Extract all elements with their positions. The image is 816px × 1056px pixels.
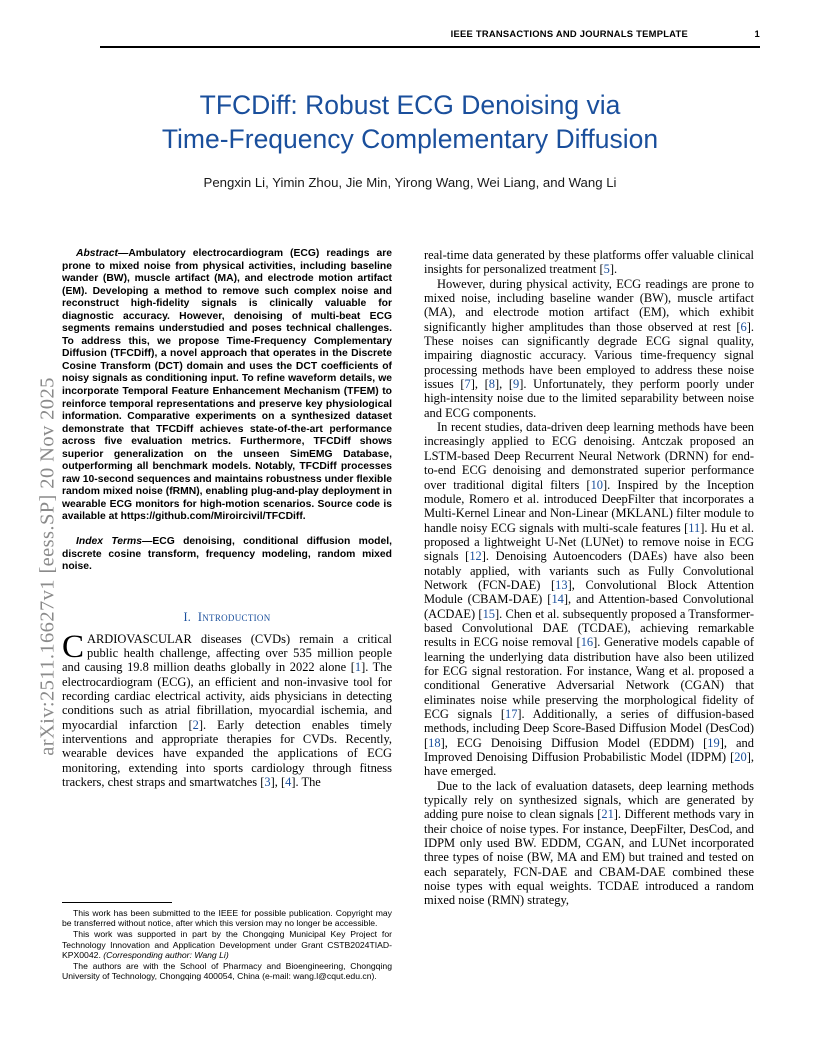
citation-13[interactable]: 13 bbox=[555, 577, 568, 592]
citation-12[interactable]: 12 bbox=[469, 549, 482, 564]
citation-15[interactable]: 15 bbox=[482, 606, 495, 621]
rp3-f: ], and Attention-based Convolutional (AC… bbox=[424, 592, 755, 621]
footnote-affiliation: The authors are with the School of Pharm… bbox=[62, 961, 392, 982]
citation-11[interactable]: 11 bbox=[688, 520, 701, 535]
header-rule bbox=[100, 46, 760, 48]
drop-cap: C bbox=[62, 628, 85, 665]
column-right: real-time data generated by these platfo… bbox=[424, 248, 754, 908]
arxiv-stamp: arXiv:2511.16627v1 [eess.SP] 20 Nov 2025 bbox=[36, 377, 59, 756]
page-number: 1 bbox=[754, 28, 760, 39]
running-head: IEEE TRANSACTIONS AND JOURNALS TEMPLATE … bbox=[100, 28, 760, 44]
intro-text-b: ]. The electrocardiogram (ECG), an effic… bbox=[62, 660, 393, 732]
footnote-funding-text: This work was supported in part by the C… bbox=[62, 929, 392, 961]
column-left: Abstract—Ambulatory electrocardiogram (E… bbox=[62, 248, 392, 789]
footnote-rule bbox=[62, 902, 172, 903]
rp2-c: ], [ bbox=[470, 377, 489, 392]
citation-4[interactable]: 4 bbox=[285, 775, 292, 790]
rp3-j: ], ECG Denoising Diffusion Model (EDDM) … bbox=[440, 735, 708, 750]
footnote-block: This work has been submitted to the IEEE… bbox=[62, 902, 392, 982]
rp4-a: Due to the lack of evaluation datasets, … bbox=[424, 778, 754, 822]
rp3-h: ]. Generative models capable of learning… bbox=[424, 635, 754, 721]
citation-1[interactable]: 1 bbox=[354, 660, 362, 675]
citation-5[interactable]: 5 bbox=[603, 262, 610, 277]
rp4-b: ]. Different methods vary in their choic… bbox=[424, 807, 754, 908]
abstract-lead: Abstract— bbox=[76, 248, 129, 259]
citation-10[interactable]: 10 bbox=[590, 477, 603, 492]
author-list: Pengxin Li, Yimin Zhou, Jie Min, Yirong … bbox=[203, 175, 617, 190]
section-name: Introduction bbox=[197, 609, 271, 624]
rp3-b: ]. Inspired by the Inception module, Rom… bbox=[424, 477, 755, 535]
citation-3[interactable]: 3 bbox=[264, 775, 271, 790]
title-line-1: TFCDiff: Robust ECG Denoising via bbox=[199, 90, 621, 120]
running-head-title: IEEE TRANSACTIONS AND JOURNALS TEMPLATE bbox=[450, 28, 688, 39]
rp3-a: In recent studies, data-driven deep lear… bbox=[424, 420, 754, 492]
rp1-b: ]. bbox=[609, 262, 618, 277]
citation-19[interactable]: 19 bbox=[707, 735, 720, 750]
citation-7[interactable]: 7 bbox=[464, 377, 471, 392]
rp2-d: ], [ bbox=[494, 377, 513, 392]
rp2-b: ]. These noises can significantly degrad… bbox=[424, 319, 754, 392]
rp2-e: ]. Unfortunately, they perform poorly un… bbox=[424, 377, 754, 420]
footnote-submission: This work has been submitted to the IEEE… bbox=[62, 908, 392, 929]
right-paragraph-3: In recent studies, data-driven deep lear… bbox=[424, 420, 754, 779]
citation-2[interactable]: 2 bbox=[192, 717, 199, 732]
footnote-funding: This work was supported in part by the C… bbox=[62, 929, 392, 960]
rp3-g: ]. Chen et al. subsequently proposed a T… bbox=[424, 606, 755, 650]
rp3-l: ], have emerged. bbox=[424, 750, 754, 779]
citation-18[interactable]: 18 bbox=[428, 735, 441, 750]
index-terms-text: ECG denoising, conditional diffusion mod… bbox=[62, 536, 392, 573]
page-title: TFCDiff: Robust ECG Denoising via Time-F… bbox=[70, 88, 750, 156]
rp3-c: ]. Hu et al. proposed a lightweight U-Ne… bbox=[424, 520, 754, 564]
title-line-2: Time-Frequency Complementary Diffusion bbox=[161, 124, 659, 154]
citation-6[interactable]: 6 bbox=[740, 319, 747, 334]
rp1-a: real-time data generated by these platfo… bbox=[424, 248, 754, 277]
abstract: Abstract—Ambulatory electrocardiogram (E… bbox=[62, 248, 392, 524]
index-terms-lead: Index Terms— bbox=[76, 536, 153, 548]
citation-14[interactable]: 14 bbox=[551, 592, 564, 607]
rp2-a: However, during physical activity, ECG r… bbox=[424, 276, 754, 334]
rp3-k: ], and Improved Denoising Diffusion Prob… bbox=[424, 735, 754, 765]
citation-16[interactable]: 16 bbox=[580, 635, 594, 650]
section-heading-introduction: I. Introduction bbox=[62, 610, 392, 625]
citation-8[interactable]: 8 bbox=[488, 377, 495, 392]
citation-17[interactable]: 17 bbox=[504, 707, 518, 721]
right-paragraph-2: However, during physical activity, ECG r… bbox=[424, 277, 754, 420]
citation-9[interactable]: 9 bbox=[513, 377, 520, 392]
title-block: TFCDiff: Robust ECG Denoising via Time-F… bbox=[70, 88, 750, 190]
index-terms: Index Terms—ECG denoising, conditional d… bbox=[62, 536, 392, 574]
intro-text-a: ARDIOVASCULAR diseases (CVDs) remain a c… bbox=[62, 631, 392, 675]
rp3-e: ], Convolutional Block Attention Module … bbox=[424, 577, 754, 607]
section-number: I. bbox=[183, 609, 192, 624]
abstract-text: Ambulatory electrocardiogram (ECG) readi… bbox=[62, 248, 392, 523]
intro-text-d: ]. Early detection enables timely interv… bbox=[62, 717, 393, 790]
corresponding-author: (Corresponding author: Wang Li) bbox=[103, 950, 229, 961]
citation-20[interactable]: 20 bbox=[734, 750, 747, 765]
intro-text-f: ]. The bbox=[291, 775, 321, 790]
rp3-i: ]. Additionally, a series of diffusion-b… bbox=[424, 707, 754, 750]
citation-21[interactable]: 21 bbox=[601, 807, 614, 822]
rp3-d: ]. Denoising Autoencoders (DAEs) have al… bbox=[424, 549, 754, 592]
intro-paragraph-1: C ARDIOVASCULAR diseases (CVDs) remain a … bbox=[62, 628, 393, 790]
right-paragraph-1: real-time data generated by these platfo… bbox=[424, 248, 754, 277]
right-paragraph-4: Due to the lack of evaluation datasets, … bbox=[424, 779, 754, 908]
intro-text-e: ], [ bbox=[270, 775, 286, 790]
